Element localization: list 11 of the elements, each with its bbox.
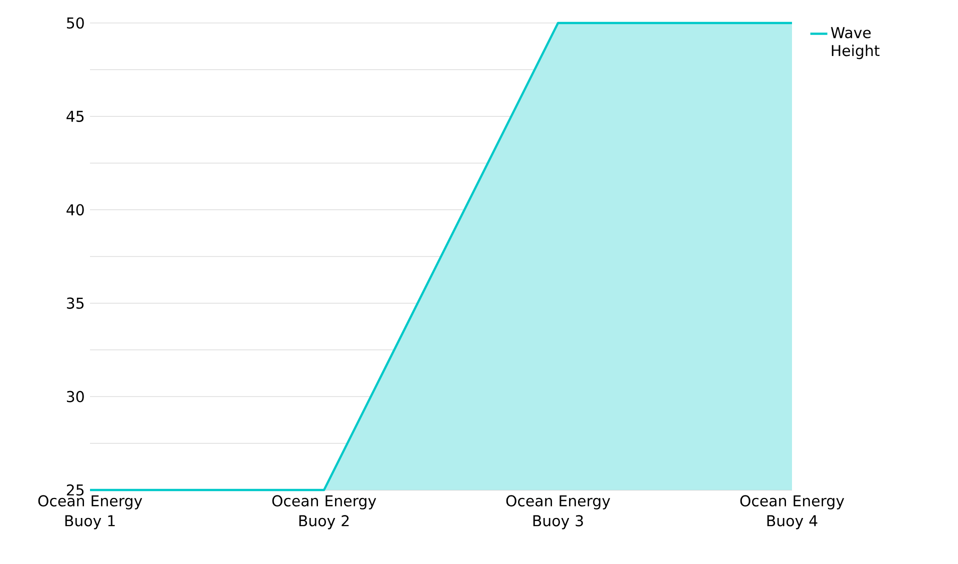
y-tick-label: 45 xyxy=(66,110,84,122)
legend-label: Wave Height xyxy=(830,27,880,60)
y-tick-label: 50 xyxy=(66,17,84,29)
y-tick-label: 30 xyxy=(66,390,84,402)
y-tick-label: 40 xyxy=(66,204,84,216)
x-tick-label: Ocean Energy Buoy 3 xyxy=(506,495,610,530)
y-tick-label: 35 xyxy=(66,298,84,309)
y-tick-label: 25 xyxy=(66,484,84,496)
x-tick-label: Ocean Energy Buoy 2 xyxy=(272,495,376,530)
x-tick-label: Ocean Energy Buoy 1 xyxy=(38,495,142,530)
x-tick-label: Ocean Energy Buoy 4 xyxy=(740,495,844,530)
